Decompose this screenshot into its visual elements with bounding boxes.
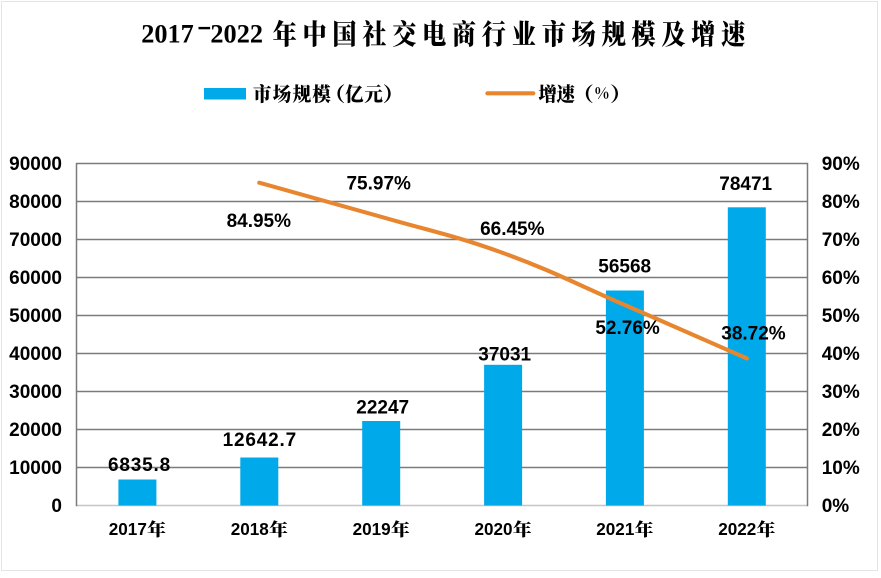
svg-text:40%: 40% — [822, 344, 860, 365]
svg-text:0: 0 — [51, 496, 62, 517]
svg-text:37031: 37031 — [478, 345, 531, 366]
svg-text:40000: 40000 — [9, 344, 62, 365]
svg-text:12642.7: 12642.7 — [223, 430, 297, 451]
svg-text:80000: 80000 — [9, 192, 62, 213]
svg-text:22247: 22247 — [356, 397, 409, 418]
svg-text:90000: 90000 — [9, 154, 62, 175]
svg-text:6835.8: 6835.8 — [108, 455, 171, 476]
svg-text:2021: 2021 — [596, 520, 635, 539]
svg-text:10000: 10000 — [9, 458, 62, 479]
svg-text:20000: 20000 — [9, 420, 62, 441]
svg-text:2017: 2017 — [141, 19, 194, 48]
svg-text:0%: 0% — [822, 496, 850, 517]
svg-text:10%: 10% — [822, 458, 860, 479]
svg-text:70%: 70% — [822, 230, 860, 251]
svg-text:38.72%: 38.72% — [721, 323, 786, 344]
svg-text:70000: 70000 — [9, 230, 62, 251]
svg-text:2018: 2018 — [231, 520, 269, 539]
svg-text:78471: 78471 — [719, 174, 772, 195]
svg-text:50000: 50000 — [9, 306, 62, 327]
svg-text:20%: 20% — [822, 420, 860, 441]
svg-text:56568: 56568 — [598, 256, 651, 277]
svg-text:2022: 2022 — [718, 520, 756, 539]
svg-text:75.97%: 75.97% — [346, 174, 411, 195]
svg-text:2020: 2020 — [475, 520, 513, 539]
svg-text:52.76%: 52.76% — [595, 318, 660, 339]
svg-text:50%: 50% — [822, 306, 860, 327]
svg-text:90%: 90% — [822, 154, 860, 175]
svg-text:60%: 60% — [822, 268, 860, 289]
svg-text:2019: 2019 — [353, 520, 391, 539]
svg-text:2017: 2017 — [109, 520, 147, 539]
svg-text:80%: 80% — [822, 192, 860, 213]
svg-text:66.45%: 66.45% — [480, 219, 545, 240]
svg-text:84.95%: 84.95% — [227, 211, 292, 232]
svg-text:2022: 2022 — [210, 19, 263, 48]
svg-text:60000: 60000 — [9, 268, 62, 289]
svg-text:30000: 30000 — [9, 382, 62, 403]
svg-text:30%: 30% — [822, 382, 860, 403]
